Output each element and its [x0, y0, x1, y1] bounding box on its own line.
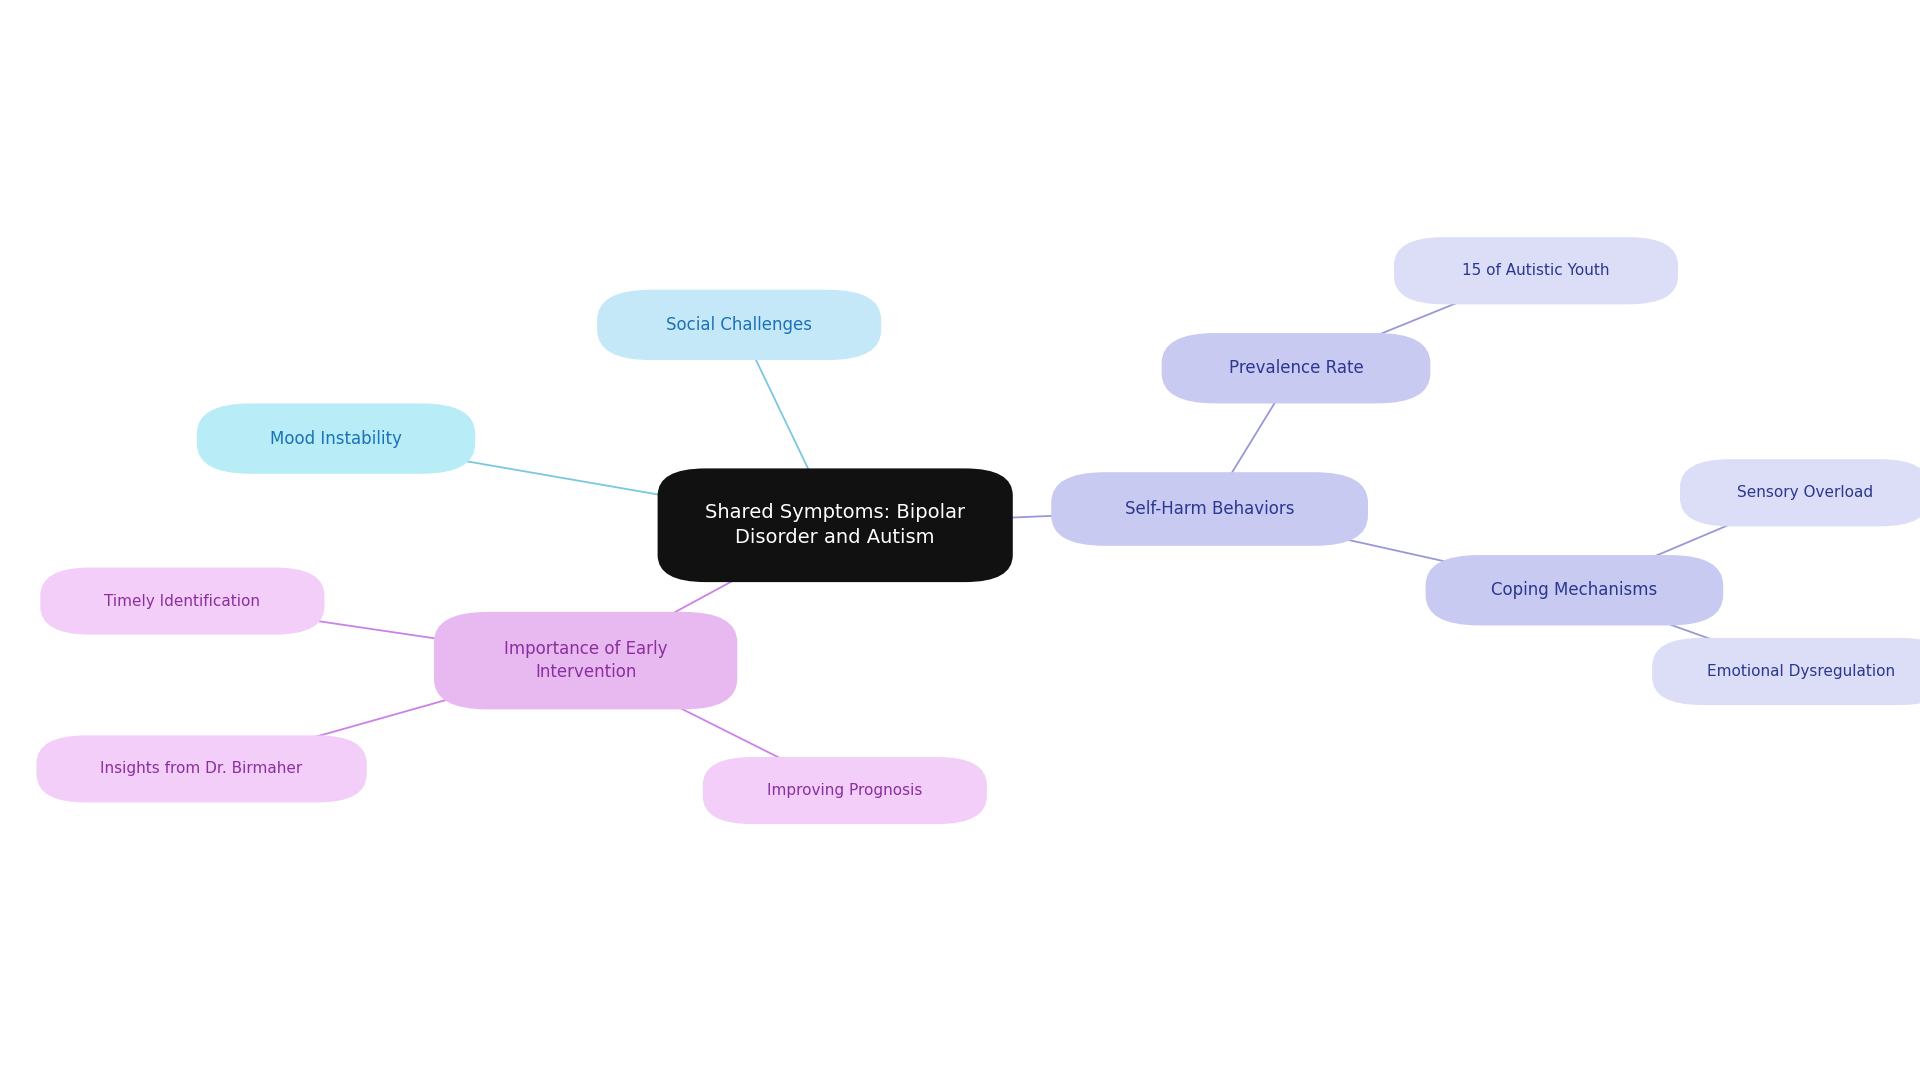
Text: Coping Mechanisms: Coping Mechanisms — [1492, 582, 1657, 599]
Text: Importance of Early
Intervention: Importance of Early Intervention — [503, 640, 668, 681]
FancyBboxPatch shape — [1651, 638, 1920, 705]
Text: Self-Harm Behaviors: Self-Harm Behaviors — [1125, 500, 1294, 518]
Text: 15 of Autistic Youth: 15 of Autistic Youth — [1463, 263, 1609, 278]
Text: Emotional Dysregulation: Emotional Dysregulation — [1707, 664, 1895, 679]
FancyBboxPatch shape — [597, 290, 881, 360]
FancyBboxPatch shape — [36, 735, 367, 803]
FancyBboxPatch shape — [196, 404, 476, 474]
FancyBboxPatch shape — [1162, 334, 1430, 403]
Text: Shared Symptoms: Bipolar
Disorder and Autism: Shared Symptoms: Bipolar Disorder and Au… — [705, 504, 966, 547]
Text: Insights from Dr. Birmaher: Insights from Dr. Birmaher — [100, 761, 303, 777]
Text: Improving Prognosis: Improving Prognosis — [768, 783, 922, 798]
FancyBboxPatch shape — [1052, 472, 1367, 546]
FancyBboxPatch shape — [703, 757, 987, 824]
FancyBboxPatch shape — [1680, 459, 1920, 526]
Text: Prevalence Rate: Prevalence Rate — [1229, 360, 1363, 377]
FancyBboxPatch shape — [1394, 237, 1678, 304]
Text: Mood Instability: Mood Instability — [271, 430, 401, 447]
Text: Timely Identification: Timely Identification — [104, 593, 261, 609]
Text: Social Challenges: Social Challenges — [666, 316, 812, 334]
FancyBboxPatch shape — [657, 469, 1014, 583]
FancyBboxPatch shape — [434, 612, 737, 709]
FancyBboxPatch shape — [1425, 556, 1722, 626]
Text: Sensory Overload: Sensory Overload — [1738, 485, 1872, 500]
FancyBboxPatch shape — [40, 567, 324, 635]
